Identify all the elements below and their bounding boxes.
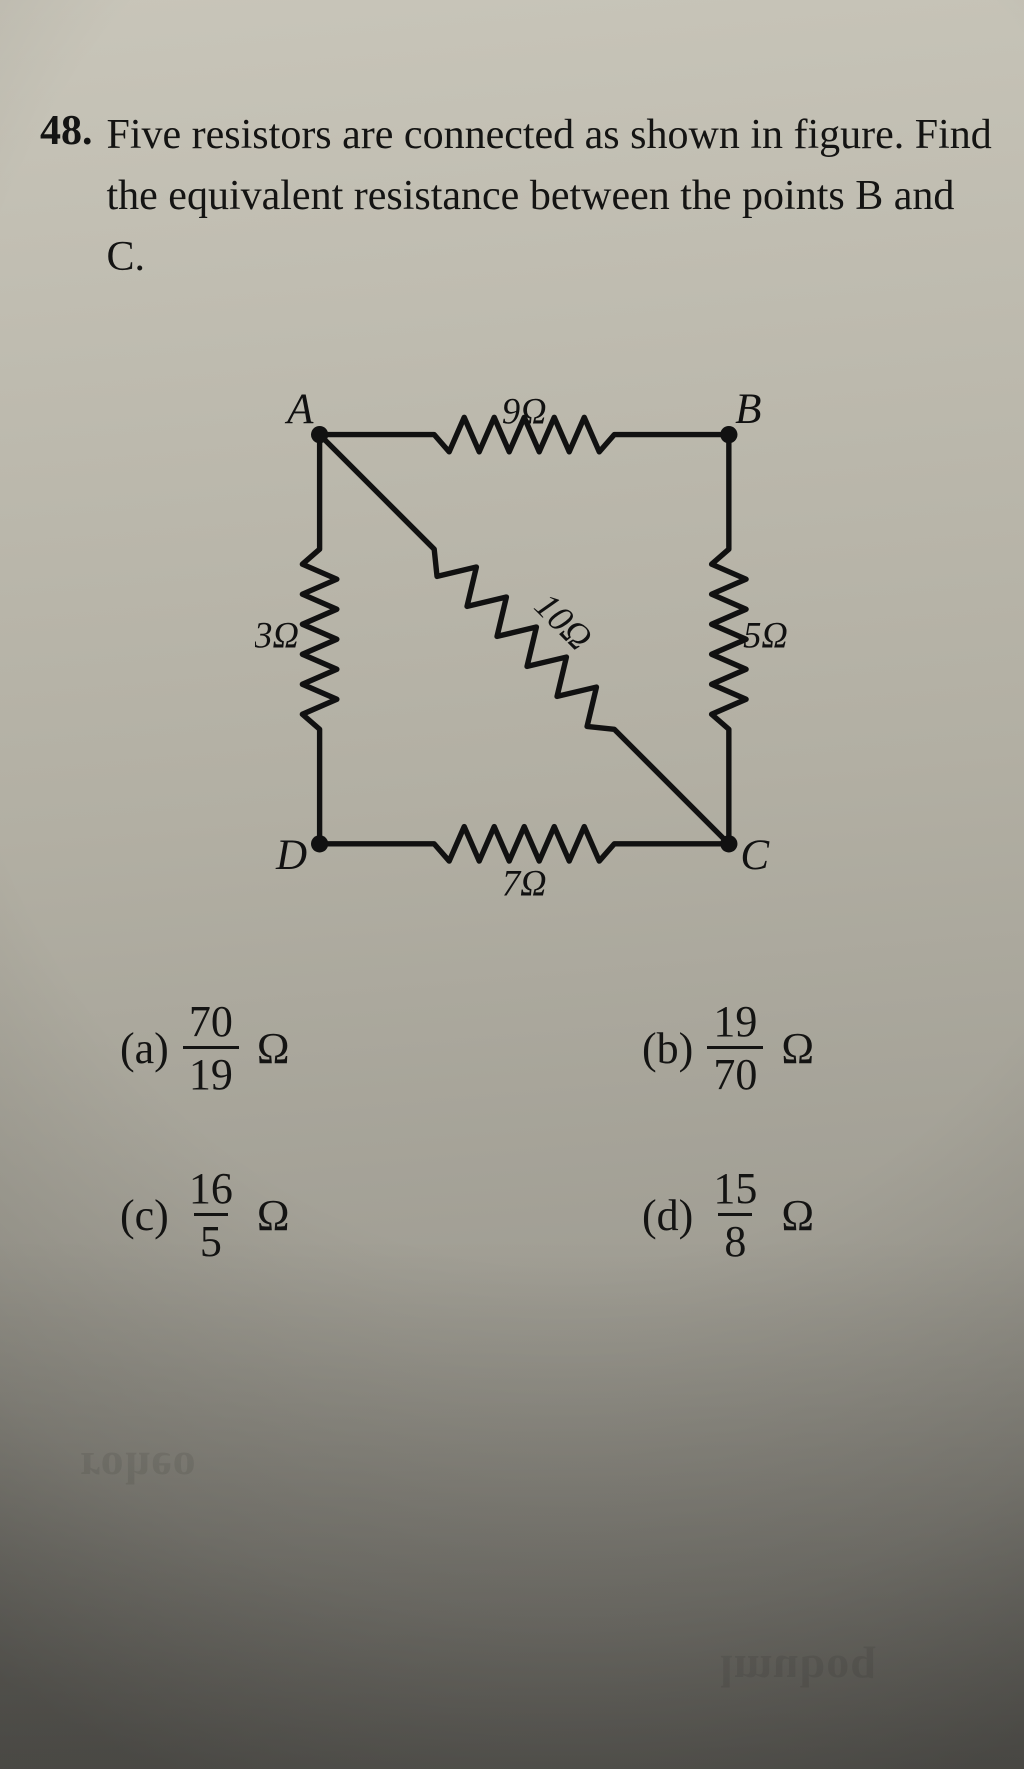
option-tag: (b) xyxy=(642,1027,693,1071)
option-unit: Ω xyxy=(257,1027,290,1071)
option-tag: (c) xyxy=(120,1194,169,1238)
svg-text:7Ω: 7Ω xyxy=(502,862,547,903)
svg-text:A: A xyxy=(284,386,314,433)
question-row: 48. Five resistors are connected as show… xyxy=(40,105,994,288)
bleed-through-text: lmuboq xyxy=(720,1645,877,1698)
option-fraction: 165 xyxy=(183,1167,239,1264)
svg-text:10Ω: 10Ω xyxy=(527,584,601,658)
fraction-denominator: 19 xyxy=(183,1046,239,1097)
bleed-through-text: roheo xyxy=(80,1442,197,1495)
option-unit: Ω xyxy=(781,1194,814,1238)
svg-text:3Ω: 3Ω xyxy=(255,615,299,656)
fraction-denominator: 5 xyxy=(194,1213,228,1264)
svg-text:9Ω: 9Ω xyxy=(502,391,547,432)
page: 48. Five resistors are connected as show… xyxy=(0,0,1024,1769)
option-unit: Ω xyxy=(257,1194,290,1238)
fraction-denominator: 8 xyxy=(718,1213,752,1264)
option-fraction: 7019 xyxy=(183,1000,239,1097)
option-unit: Ω xyxy=(781,1027,814,1071)
fraction-denominator: 70 xyxy=(707,1046,763,1097)
svg-text:5Ω: 5Ω xyxy=(743,615,788,656)
option-tag: (a) xyxy=(120,1027,169,1071)
question-number: 48. xyxy=(40,105,93,288)
option-d: (d)158Ω xyxy=(642,1167,964,1264)
option-fraction: 1970 xyxy=(707,1000,763,1097)
svg-text:D: D xyxy=(275,832,307,879)
fraction-numerator: 15 xyxy=(707,1167,763,1213)
option-a: (a) 7019 Ω xyxy=(120,1000,442,1097)
option-fraction: 158 xyxy=(707,1167,763,1264)
option-c: (c)165Ω xyxy=(120,1167,442,1264)
circuit-svg: 9Ω 5Ω 7Ω 3Ω 10Ω A B D C xyxy=(255,370,815,930)
fraction-numerator: 16 xyxy=(183,1167,239,1213)
fraction-numerator: 19 xyxy=(707,1000,763,1046)
svg-text:C: C xyxy=(740,832,770,879)
answer-options: (a)7019Ω(b)1970Ω(c)165Ω(d)158Ω xyxy=(120,1000,964,1264)
circuit-diagram: 9Ω 5Ω 7Ω 3Ω 10Ω A B D C xyxy=(255,370,815,930)
option-tag: (d) xyxy=(642,1194,693,1238)
option-b: (b) 1970 Ω xyxy=(642,1000,964,1097)
question-text: Five resistors are connected as shown in… xyxy=(107,105,995,288)
svg-text:B: B xyxy=(735,386,761,433)
fraction-numerator: 70 xyxy=(183,1000,239,1046)
